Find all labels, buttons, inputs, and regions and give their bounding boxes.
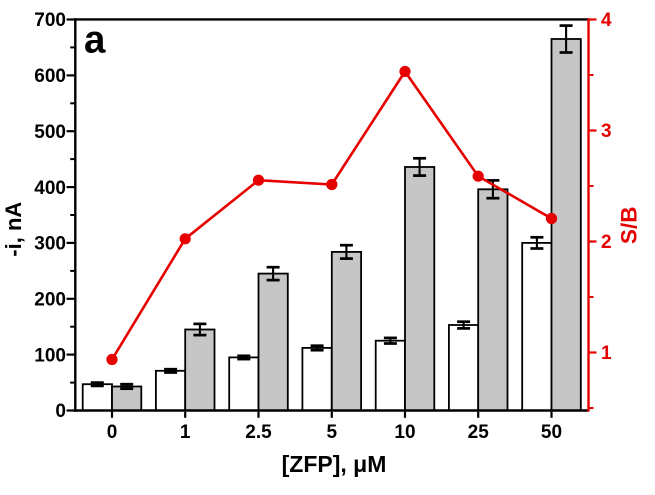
svg-text:2.5: 2.5 — [245, 422, 272, 443]
svg-text:4: 4 — [601, 10, 612, 31]
svg-text:1: 1 — [601, 343, 612, 364]
svg-text:25: 25 — [468, 422, 490, 443]
svg-text:3: 3 — [601, 121, 612, 142]
svg-text:0: 0 — [55, 401, 66, 422]
svg-text:-i, nA: -i, nA — [1, 202, 26, 257]
svg-text:700: 700 — [34, 10, 66, 31]
svg-text:100: 100 — [34, 345, 66, 366]
svg-text:500: 500 — [34, 122, 66, 143]
svg-text:600: 600 — [34, 66, 66, 87]
svg-text:2: 2 — [601, 232, 612, 253]
svg-text:[ZFP], μM: [ZFP], μM — [282, 451, 387, 477]
svg-text:1: 1 — [180, 422, 191, 443]
svg-text:S/B: S/B — [617, 207, 642, 245]
svg-text:400: 400 — [34, 178, 66, 199]
svg-text:a: a — [84, 18, 106, 61]
svg-text:50: 50 — [541, 422, 562, 443]
svg-text:0: 0 — [107, 422, 118, 443]
svg-text:5: 5 — [327, 422, 338, 443]
svg-text:300: 300 — [34, 234, 66, 255]
svg-text:200: 200 — [34, 290, 66, 311]
svg-text:10: 10 — [394, 422, 415, 443]
